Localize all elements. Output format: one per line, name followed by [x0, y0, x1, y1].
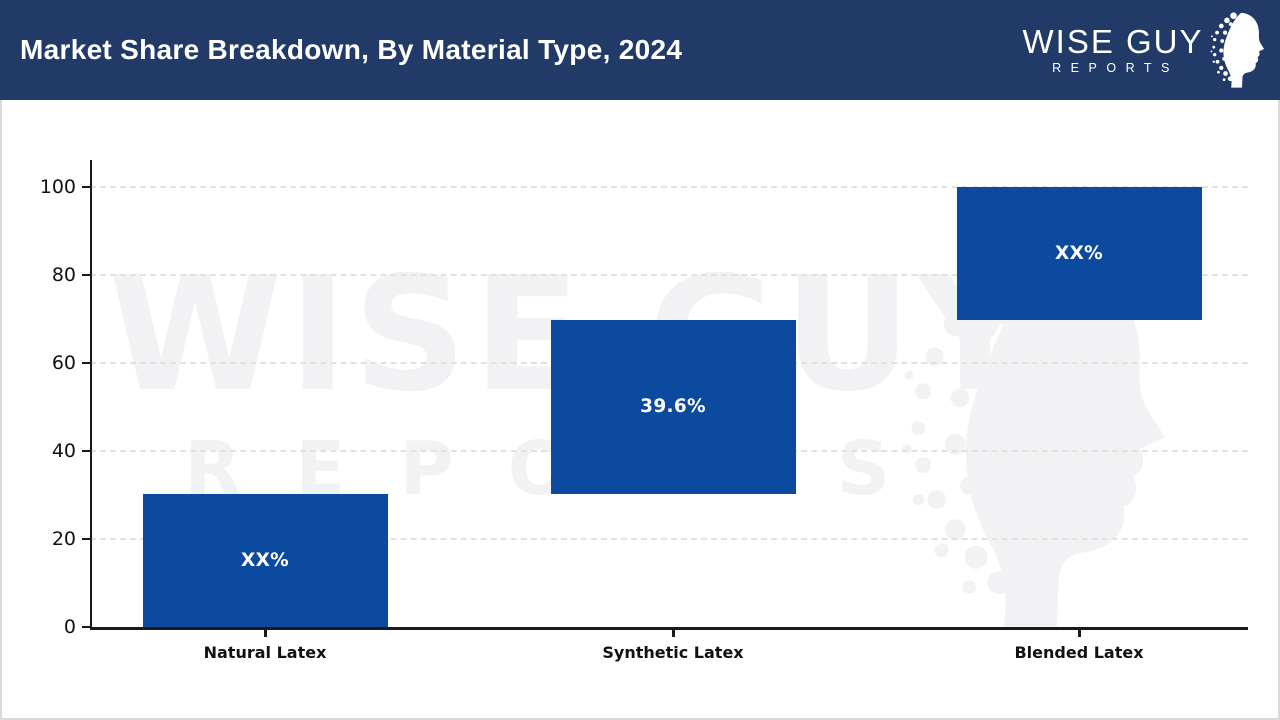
x-tick-mark [263, 627, 267, 637]
bar: XX% [142, 494, 388, 627]
y-tick-label: 60 [51, 352, 76, 374]
y-tick-mark [82, 538, 90, 540]
gridline [90, 186, 1248, 188]
logo-subtext: REPORTS [1052, 61, 1179, 76]
header: Market Share Breakdown, By Material Type… [0, 0, 1280, 100]
bar: XX% [956, 187, 1202, 320]
x-axis-spine [90, 627, 1248, 630]
wiseguy-logo-text: WISE GUY REPORTS [1023, 25, 1204, 75]
y-axis-spine [90, 160, 92, 629]
y-tick-mark [82, 362, 90, 364]
wiseguy-face-icon [1210, 12, 1264, 88]
page-title: Market Share Breakdown, By Material Type… [20, 34, 683, 65]
y-tick-mark [82, 626, 90, 628]
x-category-label: Synthetic Latex [602, 643, 744, 662]
y-tick-label: 20 [51, 528, 76, 550]
y-tick-mark [82, 186, 90, 188]
x-tick-mark [1077, 627, 1081, 637]
x-category-label: Natural Latex [203, 643, 327, 662]
bar: 39.6% [550, 319, 796, 495]
gridline [90, 538, 1248, 540]
bar-value-label: XX% [1055, 242, 1103, 264]
y-tick-label: 0 [63, 616, 76, 638]
y-tick-mark [82, 450, 90, 452]
x-category-label: Blended Latex [1014, 643, 1144, 662]
x-tick-mark [671, 627, 675, 637]
y-tick-label: 80 [51, 264, 76, 286]
bar-value-label: 39.6% [640, 396, 706, 418]
y-tick-label: 100 [39, 176, 76, 198]
wiseguy-logo: WISE GUY REPORTS [1023, 10, 1267, 90]
y-tick-label: 40 [51, 440, 76, 462]
logo-wordmark: WISE GUY [1022, 23, 1204, 61]
bar-value-label: XX% [241, 550, 289, 572]
gridline [90, 274, 1248, 276]
y-tick-mark [82, 274, 90, 276]
